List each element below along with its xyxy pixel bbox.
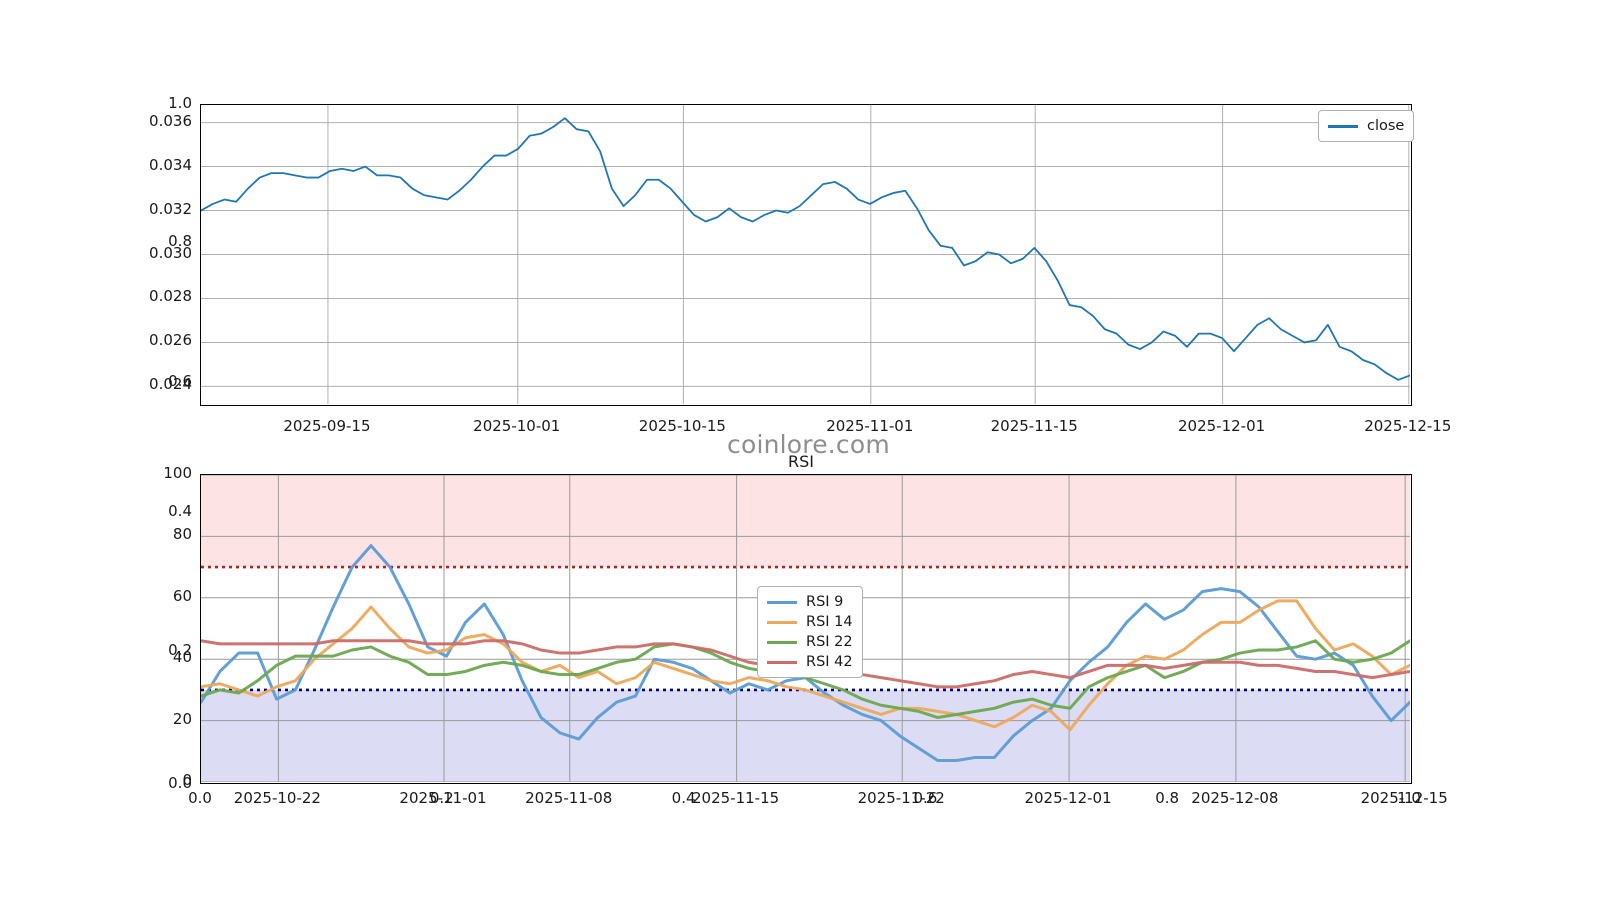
rsi-plot	[201, 475, 1410, 782]
rsi-secondary-x-tick-label: 0.6	[913, 789, 938, 807]
price-x-tick-label: 2025-11-15	[990, 417, 1078, 435]
rsi-x-tick-label: 2025-12-01	[1024, 789, 1112, 807]
rsi-legend-item-label: RSI 42	[806, 654, 853, 670]
legend-line-swatch-icon	[767, 640, 797, 644]
rsi-y-tick-label: 100	[163, 464, 192, 482]
price-y-tick-label: 0.036	[149, 111, 192, 130]
price-secondary-y-tick-label: 0.6	[168, 372, 192, 390]
rsi-x-tick-label: 2025-12-15	[1360, 789, 1448, 807]
legend-line-swatch-icon	[767, 620, 797, 624]
legend-line-swatch-icon	[1328, 124, 1358, 128]
rsi-y-tick-label: 0	[182, 771, 192, 789]
rsi-x-tick-label: 2025-11-15	[691, 789, 780, 807]
rsi-x-tick-label: 2025-10-22	[233, 789, 321, 807]
price-x-tick-label: 2025-12-01	[1178, 417, 1266, 435]
price-chart-axes	[200, 104, 1412, 406]
price-y-tick-label: 0.028	[149, 287, 192, 306]
price-legend: close	[1318, 110, 1415, 142]
rsi-y-tick-label: 80	[172, 525, 192, 544]
rsi-legend-item-label: RSI 14	[806, 614, 853, 630]
price-legend-item-label: close	[1367, 118, 1405, 134]
legend-line-swatch-icon	[767, 660, 797, 664]
rsi-x-tick-label: 2025-12-08	[1191, 789, 1279, 807]
rsi-secondary-y-tick-label: 0.0	[168, 774, 192, 792]
rsi-legend-item-row[interactable]: RSI 9	[767, 592, 853, 612]
rsi-y-tick-label: 20	[172, 709, 192, 728]
rsi-legend-item-row[interactable]: RSI 42	[767, 652, 853, 672]
rsi-secondary-x-tick-label: 1.0	[1397, 789, 1421, 807]
price-legend-item-row[interactable]: close	[1328, 116, 1404, 136]
price-y-tick-label: 0.034	[149, 155, 192, 174]
price-secondary-y-tick-label: 1.0	[168, 94, 192, 112]
price-secondary-y-tick-label: 0.8	[168, 232, 192, 250]
price-y-tick-label: 0.032	[149, 199, 192, 218]
watermark: coinlore.com	[727, 430, 890, 459]
price-x-tick-label: 2025-10-01	[473, 417, 561, 435]
rsi-legend-item-label: RSI 22	[806, 634, 853, 650]
rsi-x-tick-label: 2025-11-08	[525, 789, 613, 807]
rsi-secondary-x-tick-label: 0.4	[671, 789, 696, 807]
rsi-secondary-y-tick-label: 0.4	[168, 502, 192, 520]
price-y-tick-label: 0.026	[149, 331, 192, 350]
rsi-secondary-x-tick-label: 0.0	[188, 789, 212, 807]
price-x-tick-label: 2025-10-15	[638, 417, 726, 435]
price-x-tick-label: 2025-09-15	[283, 417, 371, 435]
price-y-tick-label: 0.024	[149, 375, 192, 394]
rsi-y-tick-label: 60	[172, 586, 192, 605]
rsi-secondary-x-tick-label: 0.2	[429, 789, 454, 807]
rsi-legend-item-row[interactable]: RSI 14	[767, 612, 853, 632]
rsi-panel-title: RSI	[788, 452, 814, 471]
rsi-y-tick-label: 40	[172, 648, 192, 667]
rsi-x-tick-label: 2025-11-22	[857, 789, 945, 807]
price-plot	[201, 105, 1410, 404]
price-x-tick-label: 2025-11-01	[826, 417, 914, 435]
rsi-secondary-x-tick-label: 0.8	[1155, 789, 1180, 807]
legend-line-swatch-icon	[767, 600, 797, 604]
price-x-tick-label: 2025-12-15	[1364, 417, 1452, 435]
rsi-legend-item-row[interactable]: RSI 22	[767, 632, 853, 652]
rsi-legend-item-label: RSI 9	[806, 594, 844, 610]
rsi-legend: RSI 9 RSI 14 RSI 22 RSI 42	[757, 586, 863, 678]
price-y-tick-label: 0.030	[149, 243, 192, 262]
rsi-x-tick-label: 2025-11-01	[399, 789, 487, 807]
rsi-secondary-y-tick-label: 0.2	[168, 641, 192, 659]
